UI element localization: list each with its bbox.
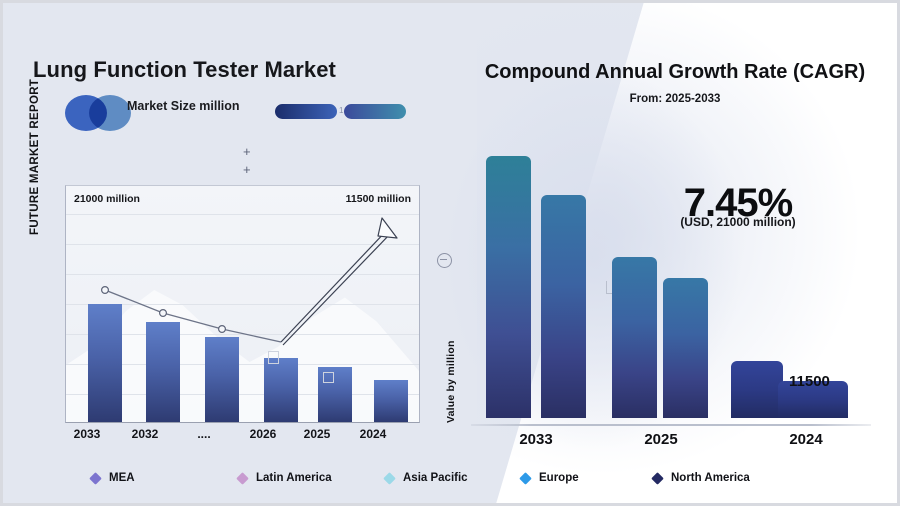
legend-marker-icon (383, 471, 396, 485)
x-tick-dots: .... (197, 427, 211, 441)
grid-line (66, 214, 419, 215)
legend-pill-secondary (344, 104, 406, 119)
cagr-unit: (USD, 21000 million) (680, 215, 796, 229)
trend-line-overlay (100, 217, 398, 346)
data-label-11500: 11500 (789, 373, 830, 390)
plus-icon-b: + (243, 162, 251, 177)
left-chart-plot: 21000 million 11500 million (65, 185, 420, 423)
x-tick-2026: 2026 (249, 427, 277, 441)
square-marker-b (323, 372, 334, 383)
venn-logo-icon (65, 95, 131, 131)
legend-marker-icon (89, 471, 102, 485)
bar-2032 (146, 322, 180, 422)
legend-marker-icon (519, 471, 532, 485)
bar-2024-secondary (778, 381, 848, 418)
legend-item-north-america: North America (651, 471, 750, 485)
bar-2025-primary (612, 257, 657, 418)
x-tick-right-2025: 2025 (644, 431, 678, 448)
x-tick-2032: 2032 (131, 427, 159, 441)
legend-label: Latin America (256, 472, 332, 484)
grid-line (66, 244, 419, 245)
grid-line (66, 274, 419, 275)
legend-item-europe: Europe (519, 471, 579, 485)
legend-label: Europe (539, 472, 579, 484)
grid-line (66, 394, 419, 395)
grid-line (66, 304, 419, 305)
x-tick-right-2033: 2033 (519, 431, 553, 448)
grid-line (66, 334, 419, 335)
cagr-value: 7.45% (683, 181, 793, 225)
bar-2033 (88, 304, 122, 422)
legend-label: Asia Pacific (403, 472, 468, 484)
venn-circle-right (89, 95, 131, 131)
bar-2025-secondary (663, 278, 708, 418)
y-axis-label-right: Value by million (445, 340, 457, 423)
right-chart-baseline (471, 424, 871, 426)
legend-item-latin-america: Latin America (236, 471, 332, 485)
legend-marker-icon (236, 471, 249, 485)
x-tick-2033: 2033 (73, 427, 101, 441)
legend: MEA Latin America Asia Pacific Europe No… (3, 465, 897, 491)
legend-marker-icon (651, 471, 664, 485)
y-axis-label-left: FUTURE MARKET REPORT (29, 78, 41, 235)
bar-2024-primary (731, 361, 783, 418)
square-marker-a (268, 351, 279, 364)
bar-dots (205, 337, 239, 422)
bar-2026 (264, 358, 298, 422)
bar-2033-primary (486, 156, 531, 418)
x-tick-right-2024: 2024 (789, 431, 823, 448)
market-size-label: Market Size million (127, 99, 240, 113)
legend-item-asia-pacific: Asia Pacific (383, 471, 468, 485)
bar-2024 (374, 380, 408, 422)
x-tick-2024: 2024 (359, 427, 387, 441)
plus-icon-a: + (243, 144, 251, 159)
legend-label: MEA (109, 472, 135, 484)
legend-pill-primary (275, 104, 337, 119)
annotation-left-value: 21000 million (74, 193, 140, 205)
annotation-right-value: 11500 million (345, 193, 411, 205)
legend-pill-separator: 1 (339, 106, 344, 115)
cagr-period: From: 2025-2033 (629, 93, 721, 105)
bar-2033-secondary (541, 195, 586, 418)
x-tick-2025: 2025 (303, 427, 331, 441)
page-title: Lung Function Tester Market (33, 57, 336, 82)
minus-circle-icon (437, 253, 452, 268)
cagr-title: Compound Annual Growth Rate (CAGR) (484, 61, 866, 83)
grid-line (66, 364, 419, 365)
legend-item-mea: MEA (89, 471, 135, 485)
legend-label: North America (671, 472, 750, 484)
